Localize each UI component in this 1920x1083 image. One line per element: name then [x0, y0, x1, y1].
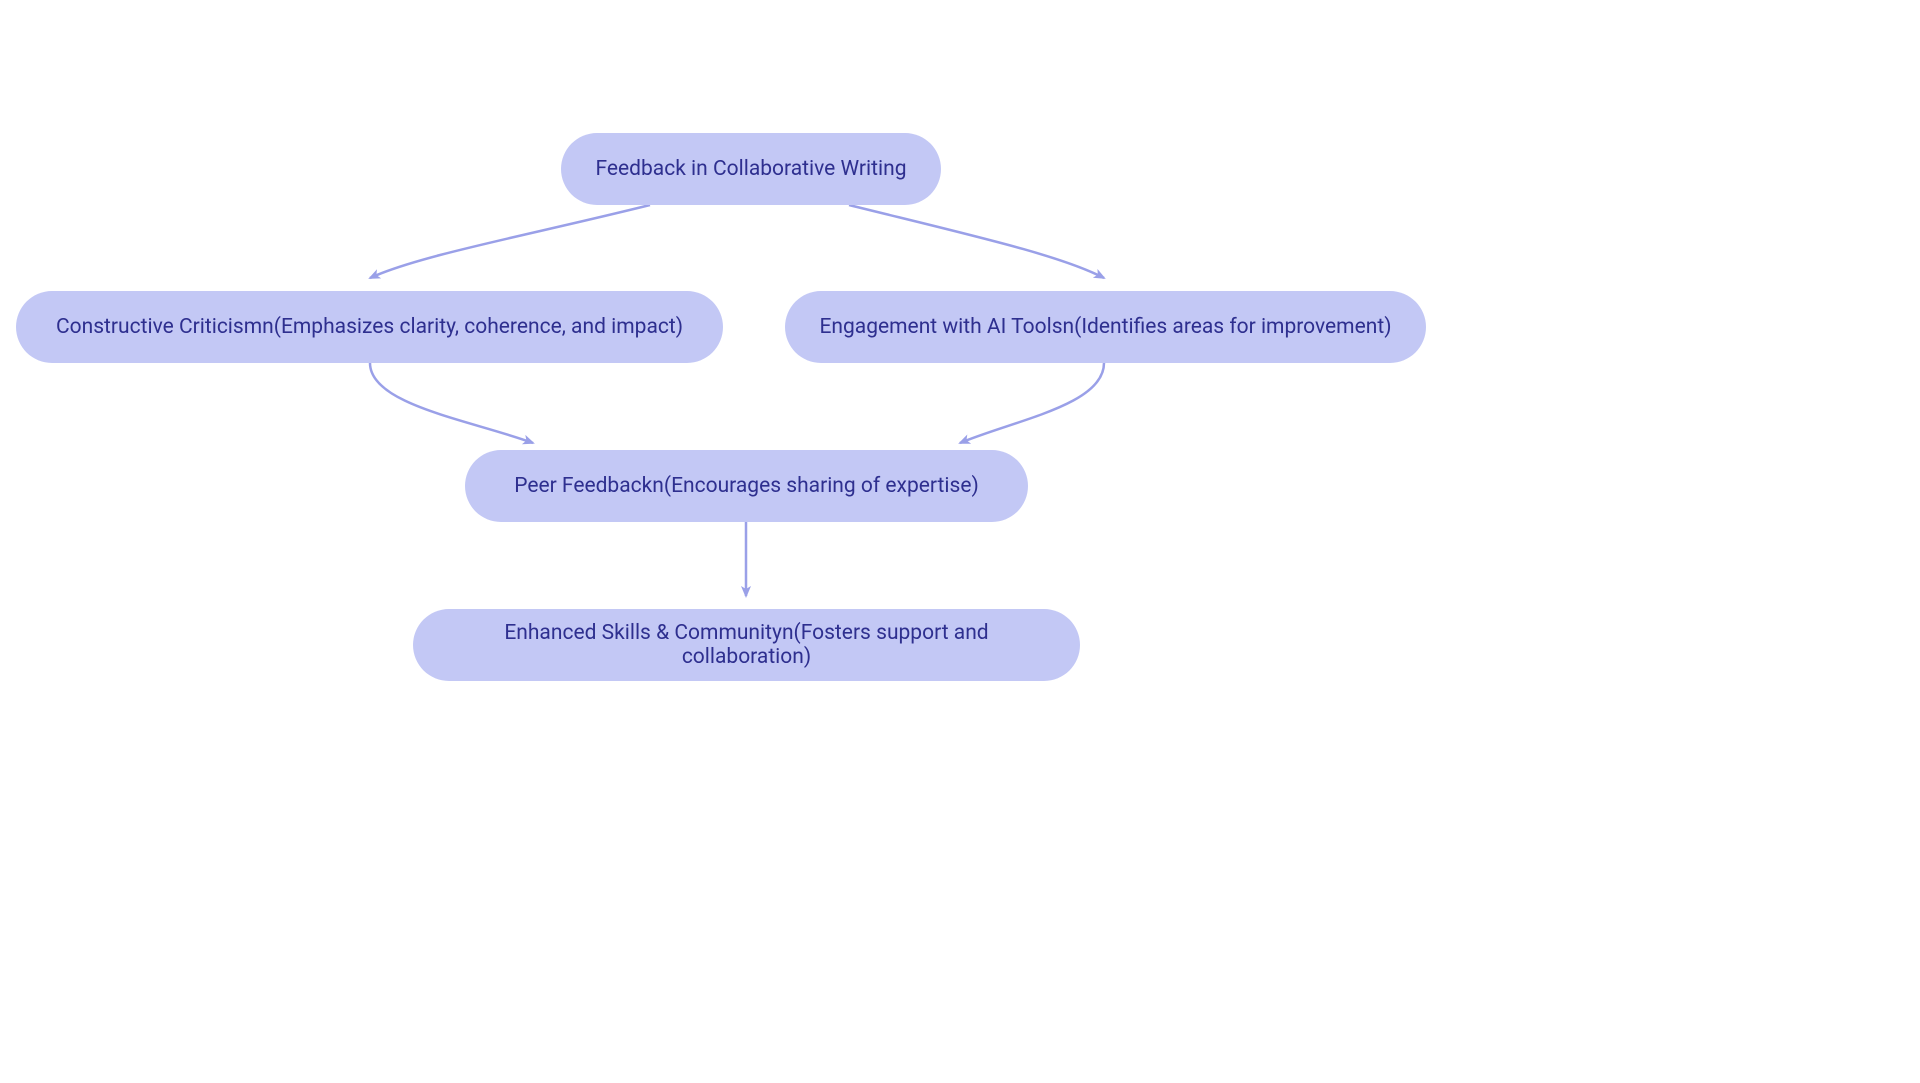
flow-node-n4: Enhanced Skills & Communityn(Fosters sup… [413, 609, 1080, 681]
flow-node-n3: Peer Feedbackn(Encourages sharing of exp… [465, 450, 1028, 522]
edges-layer [0, 0, 1920, 1083]
flow-node-n0: Feedback in Collaborative Writing [561, 133, 941, 205]
flow-edge-n2-n3 [960, 363, 1104, 443]
flow-node-n2: Engagement with AI Toolsn(Identifies are… [785, 291, 1426, 363]
flow-edge-n0-n1 [370, 205, 650, 278]
flow-node-n1: Constructive Criticismn(Emphasizes clari… [16, 291, 723, 363]
flow-edge-n0-n2 [849, 205, 1104, 278]
flow-edge-n1-n3 [370, 363, 533, 443]
